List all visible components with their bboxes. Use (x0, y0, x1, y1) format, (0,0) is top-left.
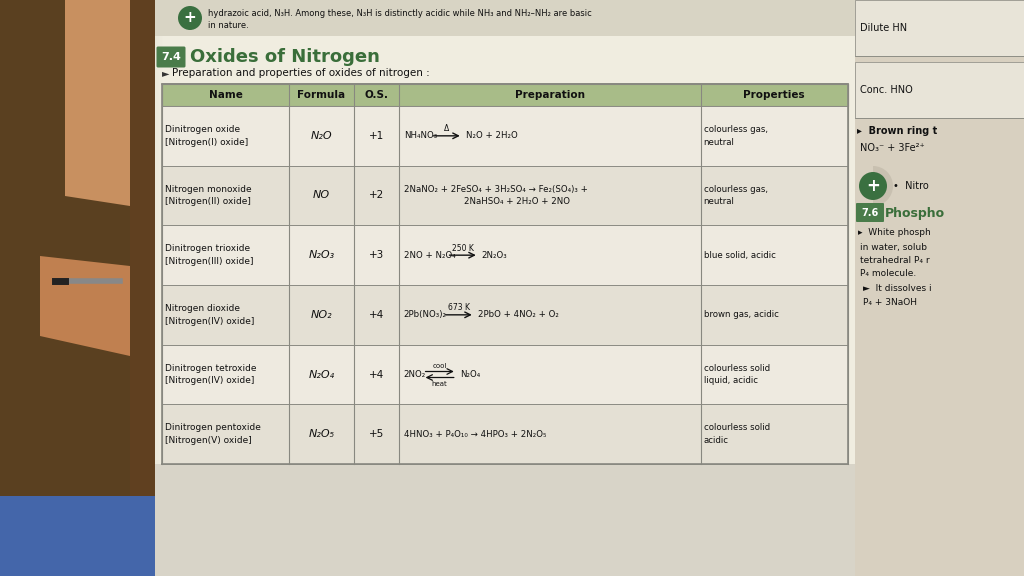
Bar (162, 106, 848, 166)
Text: N₂O: N₂O (310, 131, 333, 141)
Text: in nature.: in nature. (208, 21, 249, 31)
Text: N₂O + 2H₂O: N₂O + 2H₂O (466, 131, 517, 141)
Text: Δ: Δ (444, 124, 450, 133)
Text: Preparation and properties of oxides of nitrogen :: Preparation and properties of oxides of … (172, 68, 430, 78)
Text: NO₃⁻ + 3Fe²⁺: NO₃⁻ + 3Fe²⁺ (860, 143, 925, 153)
Text: in water, solub: in water, solub (860, 243, 927, 252)
Text: +2: +2 (369, 191, 384, 200)
Text: tetrahedral P₄ r: tetrahedral P₄ r (860, 256, 930, 265)
Bar (162, 404, 848, 464)
Text: 673 K: 673 K (447, 304, 470, 312)
Wedge shape (873, 166, 893, 206)
Bar (155, 466, 855, 576)
Text: heat: heat (432, 381, 447, 386)
Text: 7.6: 7.6 (861, 208, 879, 218)
Text: +4: +4 (369, 310, 384, 320)
Bar (155, 0, 855, 576)
Text: N₂O₃: N₂O₃ (308, 250, 335, 260)
Text: 2NaHSO₄ + 2H₂O + 2NO: 2NaHSO₄ + 2H₂O + 2NO (464, 197, 569, 206)
Text: 2Pb(NO₃)₂: 2Pb(NO₃)₂ (403, 310, 446, 319)
Text: P₄ molecule.: P₄ molecule. (860, 269, 916, 278)
Text: Oxides of Nitrogen: Oxides of Nitrogen (190, 48, 380, 66)
Text: blue solid, acidic: blue solid, acidic (703, 251, 775, 260)
Polygon shape (65, 0, 130, 206)
Text: N₂O₄: N₂O₄ (308, 369, 335, 380)
Text: colourless solid
acidic: colourless solid acidic (703, 423, 770, 445)
Bar (0, 0, 130, 576)
Text: NO₂: NO₂ (310, 310, 333, 320)
FancyBboxPatch shape (157, 47, 185, 67)
Text: 2NO₂: 2NO₂ (403, 370, 426, 379)
Text: colourless solid
liquid, acidic: colourless solid liquid, acidic (703, 364, 770, 385)
Text: 7.4: 7.4 (161, 52, 181, 62)
Circle shape (859, 172, 887, 200)
Text: cool: cool (432, 362, 446, 369)
Bar (162, 225, 848, 285)
Text: Nitrogen dioxide
[Nitrogen(IV) oxide]: Nitrogen dioxide [Nitrogen(IV) oxide] (165, 304, 254, 325)
Bar (155, 0, 855, 36)
Text: 2PbO + 4NO₂ + O₂: 2PbO + 4NO₂ + O₂ (477, 310, 558, 319)
Bar (855, 0, 1024, 56)
Text: N₂O₅: N₂O₅ (308, 429, 335, 439)
Text: 4HNO₃ + P₄O₁₀ → 4HPO₃ + 2N₂O₅: 4HNO₃ + P₄O₁₀ → 4HPO₃ + 2N₂O₅ (403, 430, 546, 439)
Text: Phospho: Phospho (885, 207, 945, 219)
Text: Dinitrogen tetroxide
[Nitrogen(IV) oxide]: Dinitrogen tetroxide [Nitrogen(IV) oxide… (165, 364, 256, 385)
Bar (0, 496, 1024, 576)
Text: +1: +1 (369, 131, 384, 141)
Text: +: + (183, 10, 197, 25)
Text: •  Nitro: • Nitro (893, 181, 929, 191)
Polygon shape (270, 486, 550, 576)
Text: Nitrogen monoxide
[Nitrogen(II) oxide]: Nitrogen monoxide [Nitrogen(II) oxide] (165, 185, 252, 206)
Bar (162, 285, 848, 344)
Text: +5: +5 (369, 429, 384, 439)
Text: hydrazoic acid, N₃H. Among these, N₃H is distinctly acidic while NH₃ and NH₂–NH₂: hydrazoic acid, N₃H. Among these, N₃H is… (208, 9, 592, 18)
Text: ▸  White phosph: ▸ White phosph (858, 228, 931, 237)
Text: Preparation: Preparation (515, 90, 585, 100)
Text: Dinitrogen pentoxide
[Nitrogen(V) oxide]: Dinitrogen pentoxide [Nitrogen(V) oxide] (165, 423, 261, 445)
Bar (162, 84, 848, 106)
Text: NO: NO (313, 191, 330, 200)
Text: ►: ► (162, 68, 170, 78)
Text: Name: Name (209, 90, 243, 100)
Text: +4: +4 (369, 369, 384, 380)
Text: 2NO + N₂O₄: 2NO + N₂O₄ (403, 251, 456, 260)
Text: Conc. HNO: Conc. HNO (860, 85, 912, 95)
Text: P₄ + 3NaOH: P₄ + 3NaOH (863, 298, 918, 307)
Text: ▸  Brown ring t: ▸ Brown ring t (857, 126, 937, 136)
Polygon shape (40, 256, 130, 356)
Bar (155, 464, 855, 576)
Bar (855, 0, 1024, 576)
Text: Properties: Properties (743, 90, 805, 100)
Circle shape (178, 6, 202, 30)
Text: Dinitrogen oxide
[Nitrogen(I) oxide]: Dinitrogen oxide [Nitrogen(I) oxide] (165, 125, 248, 146)
Text: brown gas, acidic: brown gas, acidic (703, 310, 778, 319)
Text: colourless gas,
neutral: colourless gas, neutral (703, 125, 768, 146)
FancyBboxPatch shape (856, 203, 884, 222)
Bar (855, 62, 1024, 118)
Text: O.S.: O.S. (365, 90, 388, 100)
Text: colourless gas,
neutral: colourless gas, neutral (703, 185, 768, 206)
Text: Formula: Formula (297, 90, 345, 100)
Text: 2N₂O₃: 2N₂O₃ (481, 251, 508, 260)
Text: 2NaNO₂ + 2FeSO₄ + 3H₂SO₄ → Fe₂(SO₄)₃ +: 2NaNO₂ + 2FeSO₄ + 3H₂SO₄ → Fe₂(SO₄)₃ + (403, 185, 588, 194)
Bar (162, 344, 848, 404)
Text: N₂O₄: N₂O₄ (460, 370, 480, 379)
Text: Dilute HN: Dilute HN (860, 23, 907, 33)
Text: NH₄NO₃: NH₄NO₃ (403, 131, 437, 141)
Text: +3: +3 (369, 250, 384, 260)
Text: ►  It dissolves i: ► It dissolves i (863, 284, 932, 293)
Text: 250 K: 250 K (452, 244, 474, 253)
Text: Dinitrogen trioxide
[Nitrogen(III) oxide]: Dinitrogen trioxide [Nitrogen(III) oxide… (165, 244, 254, 266)
Text: +: + (866, 177, 880, 195)
Bar (162, 166, 848, 225)
